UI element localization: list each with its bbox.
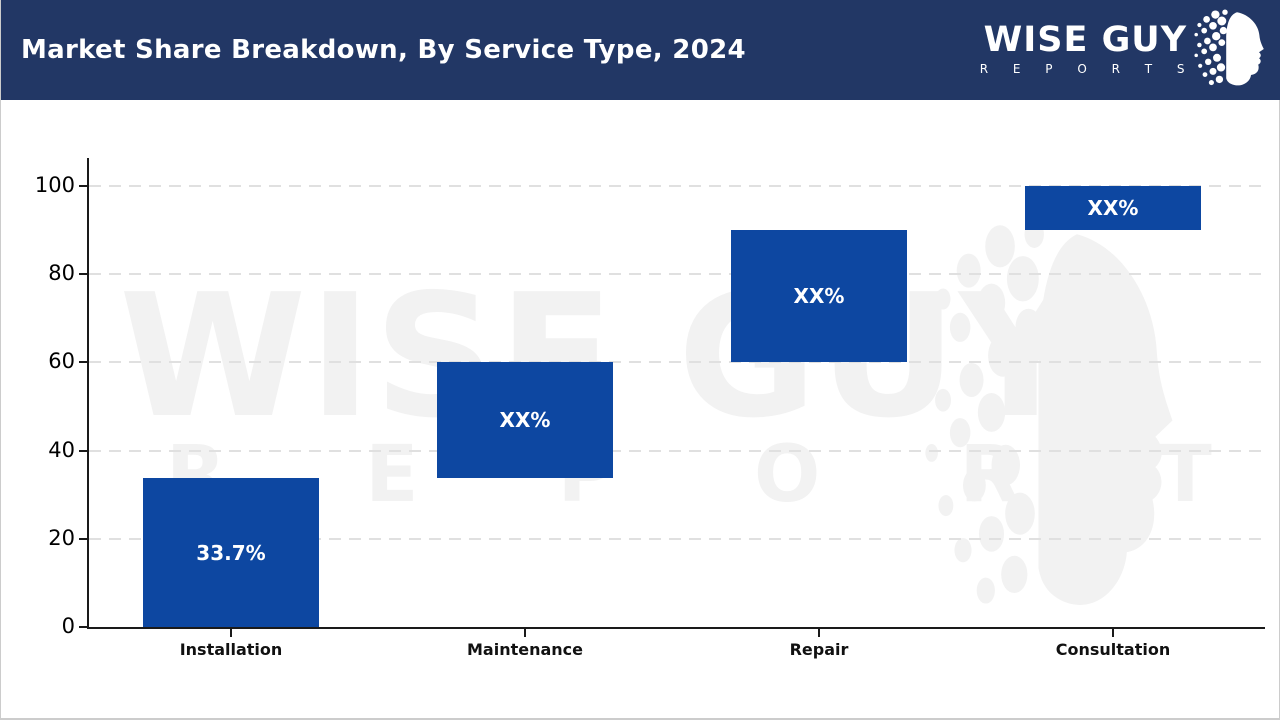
x-tick-2 [818, 629, 820, 637]
gridline-60 [89, 361, 1265, 364]
bar-repair: XX% [731, 230, 907, 363]
header: Market Share Breakdown, By Service Type,… [1, 0, 1280, 100]
bar-value-label: XX% [793, 284, 845, 309]
bar-installation: 33.7% [143, 478, 319, 627]
y-tick-label-100: 100 [34, 173, 75, 197]
y-tick-80 [79, 273, 87, 276]
y-tick-100 [79, 185, 87, 187]
bar-consultation: XX% [1025, 186, 1201, 231]
y-tick-label-40: 40 [48, 437, 75, 462]
gridline-40 [89, 449, 1265, 452]
x-axis-line [87, 627, 1265, 629]
wiseguy-logo: WISE GUY R E P O R T S [976, 7, 1269, 91]
bar-value-label: XX% [1087, 196, 1139, 221]
logo-subtext: R E P O R T S [979, 61, 1195, 76]
gridline-20 [89, 537, 1265, 540]
bar-value-label: 33.7% [196, 540, 266, 565]
logo-wordmark: WISE GUY [983, 19, 1188, 60]
x-tick-1 [524, 629, 526, 637]
y-tick-60 [79, 361, 87, 364]
bar-value-label: XX% [499, 408, 551, 433]
y-tick-label-80: 80 [48, 261, 75, 286]
y-tick-0 [79, 626, 87, 628]
y-tick-40 [79, 449, 87, 452]
x-category-label: Installation [179, 640, 283, 659]
page-title: Market Share Breakdown, By Service Type,… [21, 35, 746, 65]
x-category-label: Repair [789, 640, 849, 659]
x-category-label: Maintenance [466, 640, 583, 659]
bar-maintenance: XX% [437, 362, 613, 479]
x-category-label: Consultation [1055, 640, 1171, 659]
gridline-100 [89, 185, 1265, 187]
y-axis-line [87, 158, 89, 629]
y-tick-label-60: 60 [48, 349, 75, 374]
logo-text: WISE GUY R E P O R T S [976, 19, 1195, 76]
y-tick-label-20: 20 [48, 525, 75, 550]
gridline-80 [89, 273, 1265, 276]
logo-face-icon [1194, 9, 1264, 86]
y-tick-label-0: 0 [61, 614, 75, 638]
y-tick-20 [79, 537, 87, 540]
watermark-face-icon [925, 220, 1173, 605]
x-tick-3 [1112, 629, 1114, 637]
x-tick-0 [230, 629, 232, 637]
